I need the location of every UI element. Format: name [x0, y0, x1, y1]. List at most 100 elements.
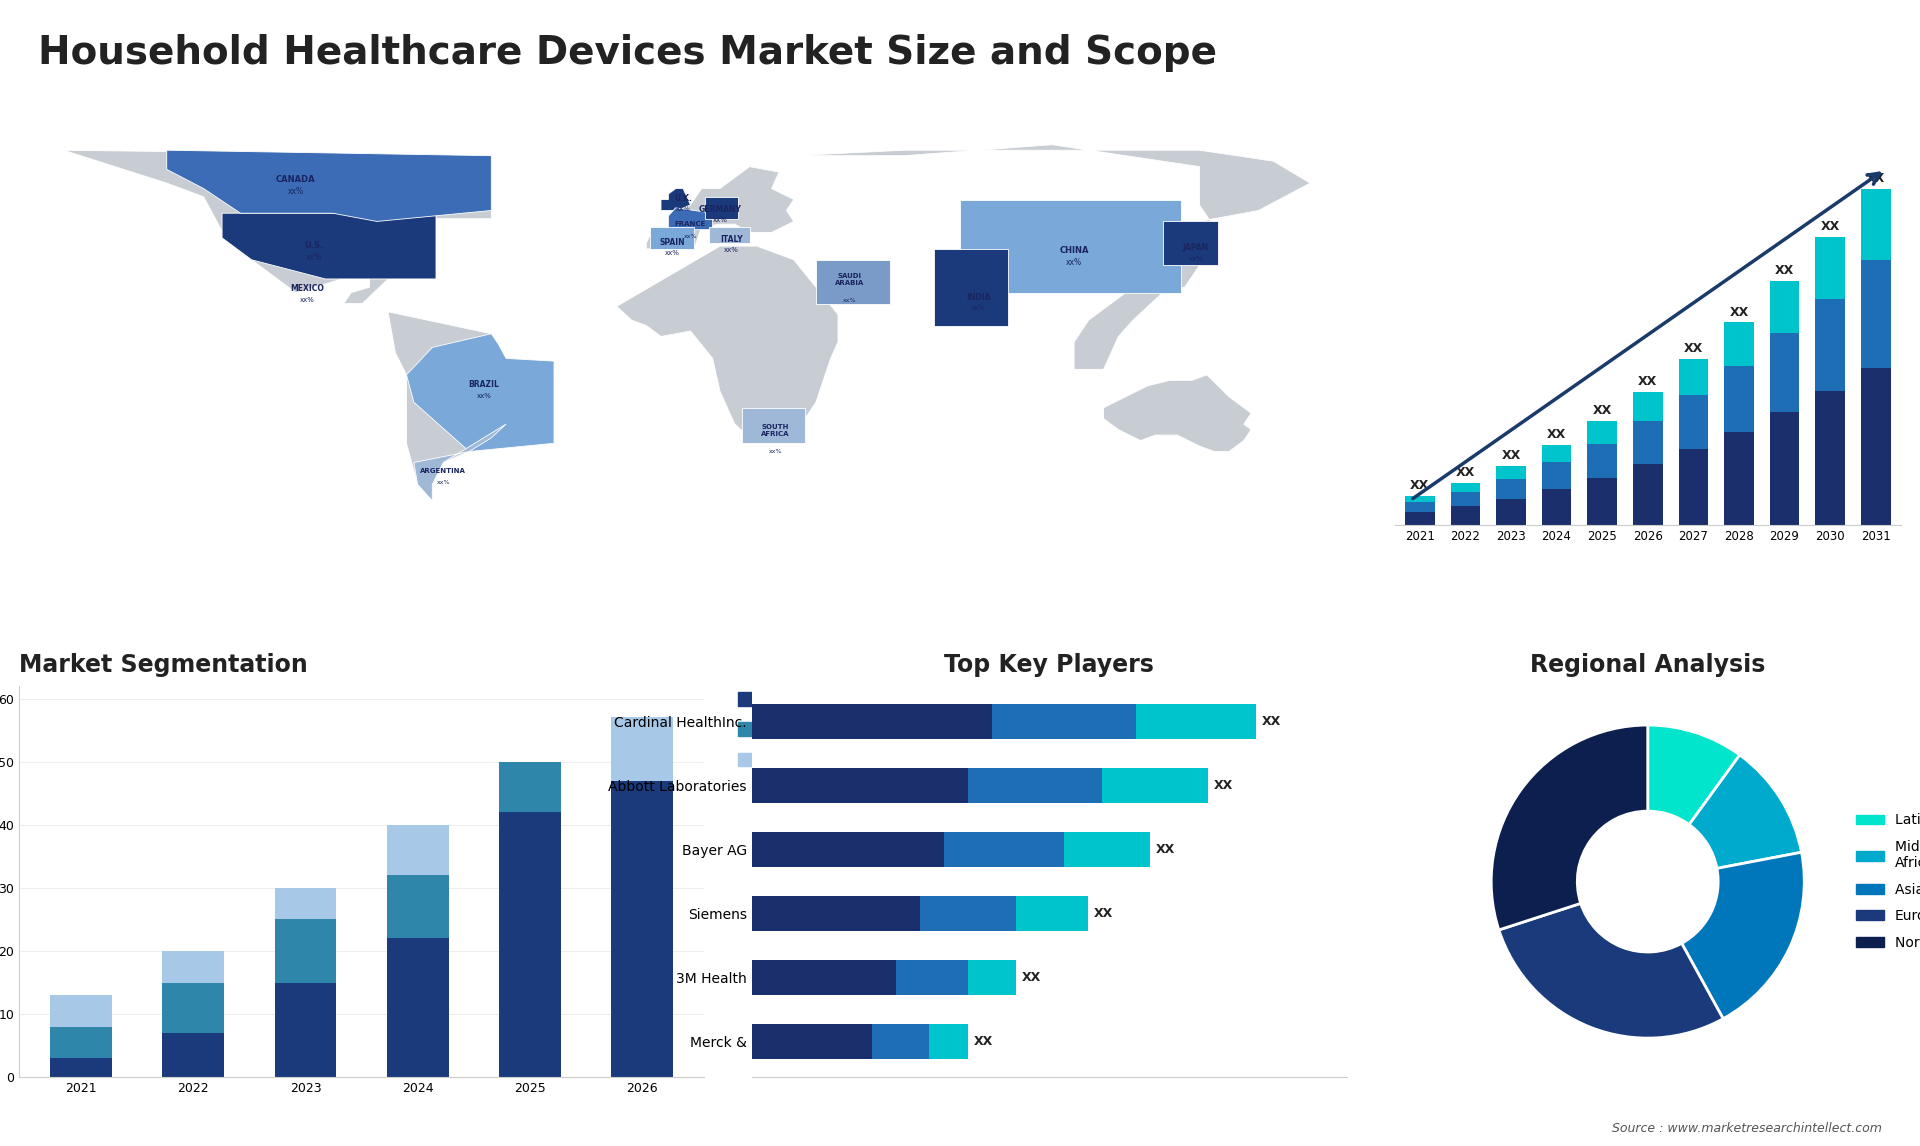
- Text: XX: XX: [1820, 220, 1839, 234]
- Text: JAPAN: JAPAN: [1183, 243, 1210, 252]
- Text: xx%: xx%: [288, 187, 303, 196]
- Text: xx%: xx%: [1188, 256, 1204, 261]
- Bar: [751, 1025, 872, 1059]
- Title: Regional Analysis: Regional Analysis: [1530, 653, 1764, 677]
- Wedge shape: [1500, 903, 1722, 1038]
- Bar: [275, 919, 336, 982]
- Bar: [1405, 502, 1434, 511]
- Text: Market Segmentation: Market Segmentation: [19, 653, 307, 677]
- Bar: [1496, 479, 1526, 499]
- Polygon shape: [743, 408, 804, 444]
- Bar: [386, 825, 449, 876]
- Text: XX: XX: [1021, 971, 1041, 984]
- Bar: [1632, 421, 1663, 464]
- Bar: [1678, 359, 1709, 394]
- Wedge shape: [1492, 725, 1647, 929]
- Bar: [1724, 432, 1753, 526]
- Polygon shape: [708, 227, 749, 243]
- Text: XX: XX: [1156, 843, 1175, 856]
- Bar: [1496, 466, 1526, 479]
- Wedge shape: [1647, 725, 1740, 825]
- Bar: [386, 939, 449, 1077]
- Bar: [1770, 411, 1799, 526]
- Bar: [1588, 478, 1617, 526]
- Bar: [1724, 367, 1753, 432]
- Bar: [1405, 496, 1434, 502]
- Text: XX: XX: [1455, 466, 1475, 479]
- Text: xx%: xx%: [972, 305, 985, 311]
- Bar: [1678, 394, 1709, 448]
- Polygon shape: [651, 227, 695, 249]
- Text: ITALY: ITALY: [720, 235, 743, 244]
- Bar: [1632, 392, 1663, 421]
- Bar: [499, 813, 561, 1077]
- Bar: [386, 876, 449, 939]
- Polygon shape: [63, 150, 492, 304]
- Bar: [751, 768, 968, 803]
- Bar: [1450, 493, 1480, 507]
- Bar: [1860, 260, 1891, 368]
- Bar: [968, 960, 1016, 996]
- Text: xx%: xx%: [724, 248, 739, 253]
- Polygon shape: [960, 199, 1181, 292]
- Bar: [993, 704, 1137, 739]
- Bar: [163, 951, 225, 982]
- Polygon shape: [223, 213, 436, 278]
- Text: XX: XX: [1730, 306, 1749, 319]
- Polygon shape: [933, 249, 1008, 325]
- Bar: [929, 1025, 968, 1059]
- Bar: [275, 982, 336, 1077]
- Polygon shape: [616, 246, 837, 444]
- Text: SOUTH
AFRICA: SOUTH AFRICA: [760, 424, 789, 437]
- Text: XX: XX: [1638, 375, 1657, 387]
- Bar: [611, 717, 672, 780]
- Bar: [1860, 189, 1891, 260]
- Bar: [50, 1027, 111, 1058]
- Bar: [897, 960, 968, 996]
- Bar: [751, 896, 920, 932]
- Bar: [499, 762, 561, 813]
- Polygon shape: [167, 150, 492, 221]
- Text: xx%: xx%: [712, 218, 728, 223]
- Polygon shape: [668, 207, 712, 229]
- Text: XX: XX: [1261, 715, 1281, 728]
- Bar: [1588, 421, 1617, 444]
- Text: xx%: xx%: [843, 298, 856, 304]
- Polygon shape: [660, 189, 691, 211]
- Polygon shape: [793, 144, 1309, 369]
- Bar: [163, 982, 225, 1033]
- Bar: [968, 768, 1102, 803]
- Text: xx%: xx%: [684, 234, 697, 238]
- Bar: [1678, 448, 1709, 526]
- Text: XX: XX: [1548, 427, 1567, 441]
- Wedge shape: [1690, 755, 1801, 869]
- Bar: [50, 995, 111, 1027]
- Text: xx%: xx%: [664, 250, 680, 257]
- Text: CHINA: CHINA: [1060, 246, 1089, 256]
- Bar: [163, 1033, 225, 1077]
- Polygon shape: [1104, 375, 1252, 452]
- Bar: [1542, 463, 1571, 488]
- Bar: [1450, 507, 1480, 526]
- Bar: [1814, 391, 1845, 526]
- Text: SPAIN: SPAIN: [659, 238, 685, 246]
- Text: XX: XX: [1501, 449, 1521, 463]
- Text: xx%: xx%: [436, 480, 449, 485]
- Bar: [1814, 237, 1845, 299]
- Text: GERMANY: GERMANY: [699, 205, 741, 214]
- Text: XX: XX: [1094, 908, 1114, 920]
- Bar: [1542, 488, 1571, 526]
- Text: Household Healthcare Devices Market Size and Scope: Household Healthcare Devices Market Size…: [38, 34, 1217, 72]
- Bar: [751, 832, 945, 868]
- Text: XX: XX: [1774, 264, 1793, 277]
- Bar: [1860, 368, 1891, 526]
- Bar: [275, 888, 336, 919]
- Legend: Application, Product, Geography: Application, Product, Geography: [732, 685, 858, 774]
- Polygon shape: [705, 197, 739, 219]
- Text: xx%: xx%: [476, 393, 492, 399]
- Bar: [1016, 896, 1089, 932]
- Bar: [1770, 333, 1799, 411]
- Bar: [1588, 444, 1617, 478]
- Text: XX: XX: [973, 1035, 993, 1049]
- Bar: [751, 704, 993, 739]
